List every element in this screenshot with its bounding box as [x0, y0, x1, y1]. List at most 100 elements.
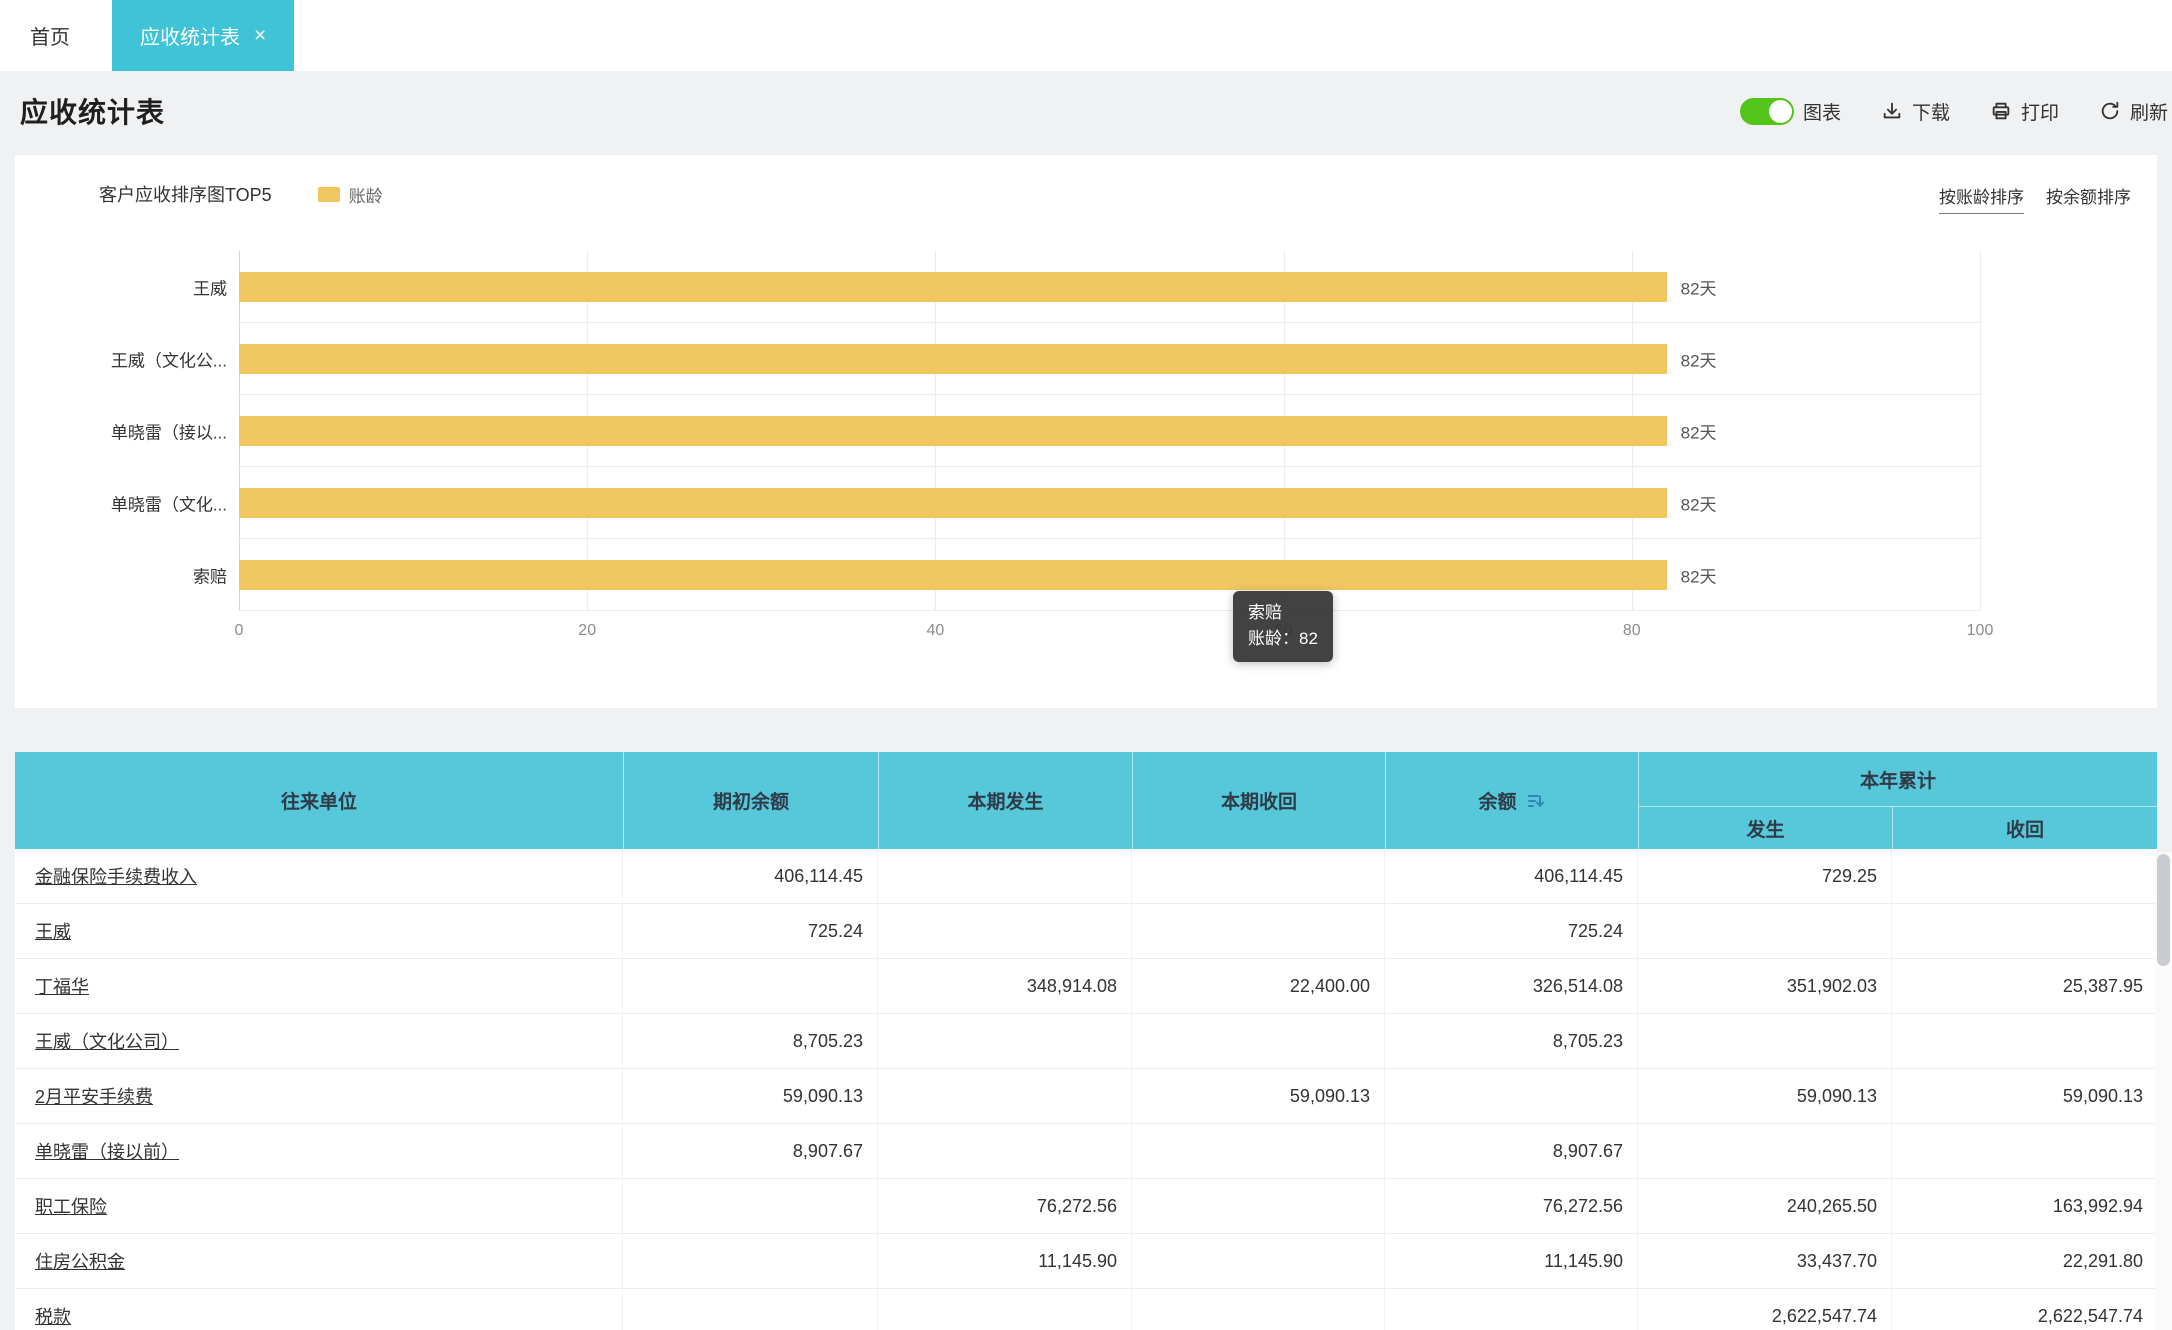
bar-2[interactable]	[239, 343, 1667, 374]
received-cell	[1132, 1289, 1385, 1330]
table-row: 金融保险手续费收入 406,114.45 406,114.45 729.25	[15, 849, 2157, 904]
header-unit: 往来单位	[280, 792, 357, 813]
download-button[interactable]: 下载	[1881, 98, 1950, 125]
received-cell	[1132, 849, 1385, 903]
header-current-incurred: 本期发生	[878, 752, 1132, 849]
incurred-cell	[878, 1014, 1132, 1068]
year_received-cell: 163,992.94	[2052, 1195, 2143, 1216]
x-tick-label: 100	[1966, 622, 1994, 639]
chart-toggle-switch[interactable]	[1739, 97, 1794, 125]
unit-link[interactable]: 2月平安手续费	[35, 1087, 154, 1107]
unit-link[interactable]: 职工保险	[35, 1197, 107, 1217]
year_incurred-cell: 59,090.13	[1638, 1069, 1892, 1123]
table-row: 王威（文化公司） 8,705.23 8,705.23	[15, 1014, 2157, 1069]
header-balance[interactable]: 余额	[1385, 752, 1638, 849]
year_received-cell	[1892, 904, 2157, 958]
table-row: 丁福华 348,914.08 22,400.00 326,514.08 351,902.…	[15, 959, 2157, 1014]
bar-3[interactable]	[239, 415, 1667, 446]
bar-4[interactable]	[239, 487, 1667, 518]
received-cell	[1132, 1234, 1385, 1288]
tab-label: 应收统计表	[140, 27, 240, 49]
unit-link[interactable]: 金融保险手续费收入	[35, 867, 197, 887]
vertical-scrollbar[interactable]	[2155, 852, 2172, 1330]
unit-cell: 王威（文化公司）	[15, 1014, 623, 1068]
year_incurred-cell	[1638, 904, 1892, 958]
print-button[interactable]: 打印	[1990, 98, 2059, 125]
bar-row: 单晓雷（文化... 82天	[111, 467, 1980, 539]
chart-legend[interactable]: 账龄	[317, 182, 383, 207]
header-current-received: 本期收回	[1132, 752, 1385, 849]
unit-link[interactable]: 单晓雷（接以前）	[35, 1142, 179, 1162]
balance-cell: 326,514.08	[1385, 959, 1638, 1013]
receivables-table: 往来单位 期初余额 本期发生 本期收回 余额 本年累计 发生 收回 金融保险手续…	[15, 752, 2157, 1330]
sort-by-age-tab[interactable]: 按账龄排序	[1939, 183, 2024, 214]
balance-cell: 76,272.56	[1385, 1179, 1638, 1233]
tooltip-value: 账龄：82	[1248, 629, 1318, 649]
chart-tooltip: 索赔 账龄：82	[1233, 591, 1333, 662]
unit-link[interactable]: 丁福华	[35, 977, 89, 997]
download-label: 下载	[1911, 102, 1950, 124]
opening-cell: 725.24	[623, 904, 878, 958]
chart-toggle-group[interactable]: 图表	[1739, 97, 1841, 125]
unit-link[interactable]: 住房公积金	[35, 1252, 125, 1272]
year_incurred-cell: 33,437.70	[1638, 1234, 1892, 1288]
tab-close-icon[interactable]: ×	[254, 24, 267, 47]
unit-cell: 职工保险	[15, 1179, 623, 1233]
balance-cell: 11,145.90	[1385, 1234, 1638, 1288]
refresh-button[interactable]: 刷新	[2099, 98, 2168, 125]
tab-home[interactable]: 首页	[30, 27, 70, 49]
scrollbar-thumb[interactable]	[2157, 854, 2170, 966]
header-year-total: 本年累计	[1638, 752, 2157, 807]
unit-cell: 王威	[15, 904, 623, 958]
category-label: 单晓雷（接以...	[110, 423, 227, 442]
year_incurred-cell	[1638, 1124, 1892, 1178]
balance-cell	[1385, 1289, 1638, 1330]
received-cell: 59,090.13	[1132, 1069, 1385, 1123]
bar-1[interactable]	[239, 271, 1667, 302]
refresh-label: 刷新	[2129, 102, 2168, 124]
year_incurred-cell: 729.25	[1638, 849, 1892, 903]
tab-bar: 首页 应收统计表 ×	[0, 0, 2172, 71]
category-label: 王威	[193, 279, 227, 298]
incurred-cell: 76,272.56	[878, 1179, 1132, 1233]
table-row: 税款 2,622,547.74 2,622,547.74	[15, 1289, 2157, 1330]
print-icon	[1992, 102, 2010, 120]
unit-cell: 丁福华	[15, 959, 623, 1013]
unit-link[interactable]: 税款	[35, 1307, 71, 1327]
unit-link[interactable]: 王威	[35, 922, 71, 942]
opening-cell	[623, 959, 878, 1013]
table-body: 金融保险手续费收入 406,114.45 406,114.45 729.25 王威 725…	[15, 849, 2157, 1330]
bar-5[interactable]	[239, 559, 1667, 590]
header-year-received: 收回	[1892, 807, 2157, 849]
sort-by-balance-tab[interactable]: 按余额排序	[2046, 188, 2131, 207]
year_received-cell	[1892, 1014, 2157, 1068]
unit-link[interactable]: 王威（文化公司）	[35, 1032, 179, 1052]
incurred-cell: 11,145.90	[878, 1234, 1132, 1288]
bar-row: 索赔 82天	[193, 539, 1980, 610]
category-label: 单晓雷（文化...	[110, 495, 227, 514]
print-label: 打印	[2020, 102, 2059, 124]
header-opening-balance: 期初余额	[623, 752, 878, 849]
table-header: 往来单位 期初余额 本期发生 本期收回 余额 本年累计 发生 收回	[15, 752, 2157, 849]
table-row: 职工保险 76,272.56 76,272.56 240,265.50 163,992.…	[15, 1179, 2157, 1234]
table-row: 单晓雷（接以前） 8,907.67 8,907.67	[15, 1124, 2157, 1179]
year_incurred-cell: 351,902.03	[1638, 959, 1892, 1013]
unit-cell: 金融保险手续费收入	[15, 849, 623, 903]
opening-cell: 406,114.45	[623, 849, 878, 903]
table-row: 住房公积金 11,145.90 11,145.90 33,437.70 22,291.8…	[15, 1234, 2157, 1289]
received-cell	[1132, 904, 1385, 958]
opening-cell	[623, 1289, 878, 1330]
bar-value-label: 82天	[1680, 567, 1717, 586]
incurred-cell: 348,914.08	[878, 959, 1132, 1013]
opening-cell	[623, 1234, 878, 1288]
sort-icon[interactable]	[1526, 791, 1546, 811]
table-row: 2月平安手续费 59,090.13 59,090.13 59,090.13 59,090…	[15, 1069, 2157, 1124]
tab-receivable-stats[interactable]: 应收统计表 ×	[112, 0, 295, 71]
chart-plot: 王威 82天 王威（文化公... 82天 单晓雷（接以... 82天 单晓雷（文化... 82…	[111, 251, 1993, 639]
opening-cell: 8,705.23	[623, 1014, 878, 1068]
received-cell	[1132, 1014, 1385, 1068]
balance-cell: 8,705.23	[1385, 1014, 1638, 1068]
chart-panel: 客户应收排序图TOP5 账龄 按账龄排序 按余额排序 王威 82天 王威（文化公..…	[15, 155, 2157, 708]
year_incurred-cell	[1638, 1014, 1892, 1068]
legend-label: 账龄	[348, 186, 383, 206]
